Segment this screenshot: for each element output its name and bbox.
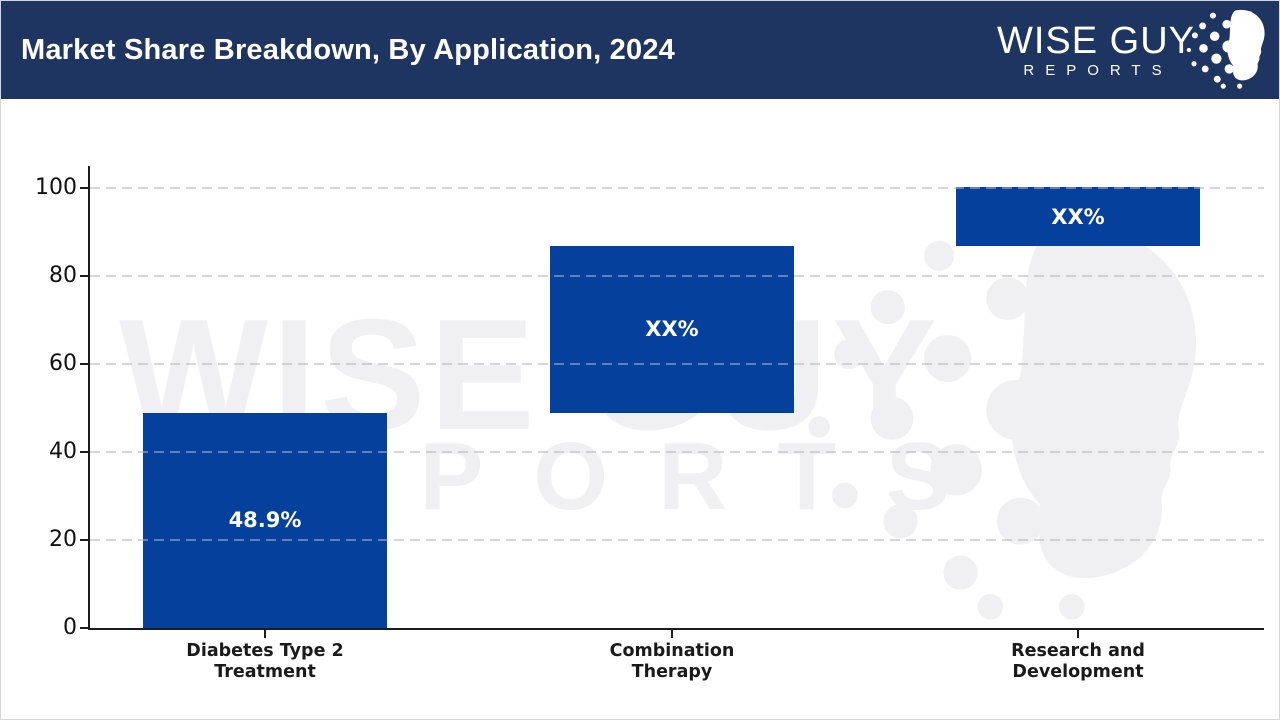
x-axis-line	[88, 628, 1264, 630]
page-title: Market Share Breakdown, By Application, …	[21, 33, 675, 66]
y-tick-label: 100	[35, 175, 77, 200]
y-tick-mark	[80, 627, 88, 629]
bar-value-label: XX%	[1051, 204, 1105, 229]
bar-research-and-development: XX%	[956, 187, 1200, 247]
x-label-line: Research and	[1011, 641, 1145, 661]
y-tick-mark	[80, 451, 88, 453]
header-bar: Market Share Breakdown, By Application, …	[1, 1, 1279, 99]
gridline	[90, 539, 1264, 541]
logo-wiseguy-text: WISE GUY	[996, 20, 1195, 62]
watermark-dotted-head-icon	[808, 227, 1197, 620]
bar-combination-therapy: XX%	[550, 246, 794, 413]
gridline	[90, 363, 1264, 365]
y-tick-label: 20	[49, 527, 77, 552]
logo-reports-text: REPORTS	[1023, 62, 1173, 79]
y-axis-line	[88, 166, 90, 630]
x-label-line: Therapy	[631, 662, 713, 682]
x-tick-mark	[671, 630, 673, 638]
gridline	[90, 451, 1264, 453]
x-tick-mark	[264, 630, 266, 638]
y-tick-label: 0	[63, 615, 77, 640]
y-tick-mark	[80, 275, 88, 277]
x-label-research-and-development: Research and Development	[918, 641, 1238, 683]
y-tick-mark	[80, 363, 88, 365]
x-label-diabetes-type-2-treatment: Diabetes Type 2 Treatment	[105, 641, 425, 683]
bar-diabetes-type-2-treatment: 48.9%	[143, 412, 387, 628]
x-label-combination-therapy: Combination Therapy	[512, 641, 832, 683]
bar-value-label: XX%	[645, 317, 699, 342]
y-tick-label: 40	[49, 439, 77, 464]
gridline	[90, 275, 1264, 277]
y-tick-label: 80	[49, 263, 77, 288]
logo-dotted-head-icon	[1186, 9, 1265, 89]
bar-value-label: 48.9%	[228, 508, 302, 533]
x-label-line: Treatment	[214, 662, 316, 682]
logo-text: WISE GUY REPORTS	[997, 21, 1195, 79]
x-label-line: Development	[1012, 662, 1144, 682]
y-tick-label: 60	[49, 351, 77, 376]
y-tick-mark	[80, 187, 88, 189]
gridline	[90, 187, 1264, 189]
y-tick-mark	[80, 539, 88, 541]
wise-guy-reports-logo: WISE GUY REPORTS	[997, 7, 1279, 93]
x-tick-mark	[1077, 630, 1079, 638]
x-label-line: Combination	[609, 641, 735, 661]
x-label-line: Diabetes Type 2	[186, 641, 344, 661]
